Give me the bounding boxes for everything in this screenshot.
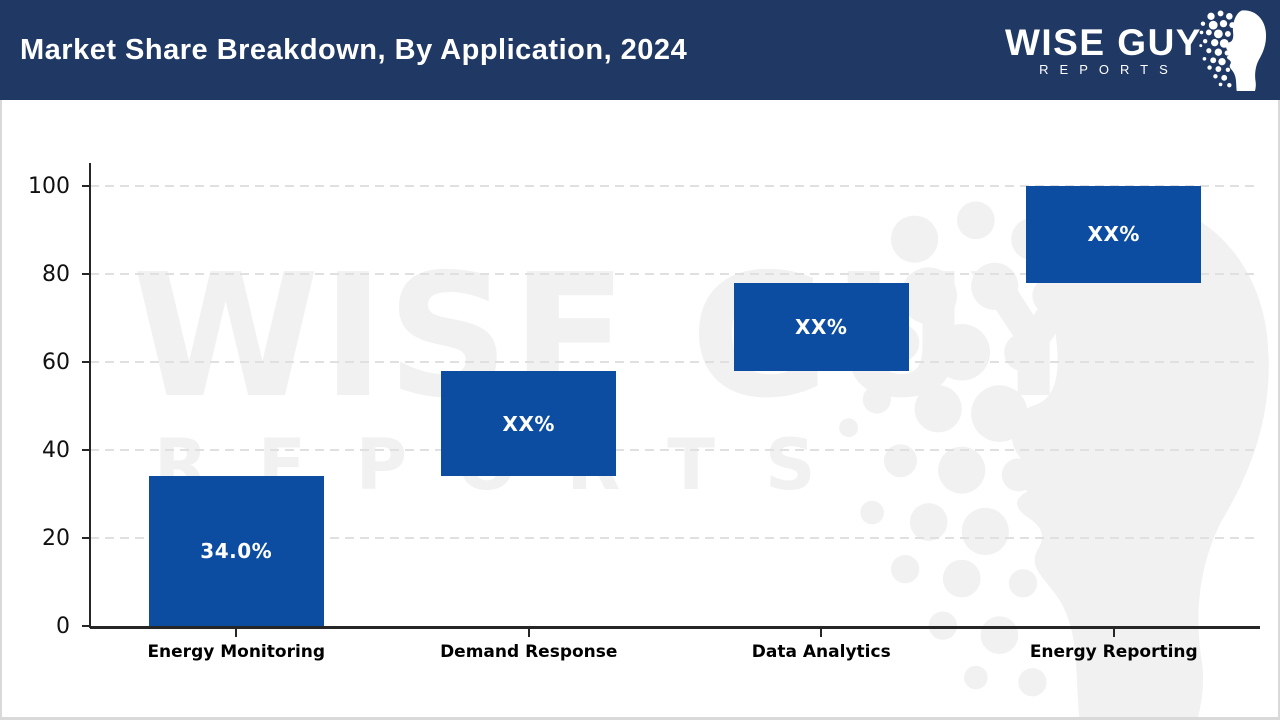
wiseguy-logo: WISE GUY REPORTS <box>1005 9 1270 91</box>
y-tick-80 <box>82 273 90 275</box>
header-bar: Market Share Breakdown, By Application, … <box>0 0 1280 100</box>
bar-energy-monitoring: 34.0% <box>148 476 324 626</box>
y-tick-20 <box>82 537 90 539</box>
y-axis-line <box>89 163 91 628</box>
x-category-label-data-analytics: Data Analytics <box>751 642 891 662</box>
bar-data-analytics: XX% <box>733 282 909 371</box>
bar-value-label-energy-monitoring: 34.0% <box>200 539 273 564</box>
x-category-label-energy-monitoring: Energy Monitoring <box>147 642 326 662</box>
bar-value-label-demand-response: XX% <box>502 411 555 436</box>
bar-value-label-energy-reporting: XX% <box>1087 222 1140 247</box>
y-tick-label-60: 60 <box>42 350 70 375</box>
bar-demand-response: XX% <box>441 370 617 477</box>
x-tick-energy-reporting <box>1112 629 1115 637</box>
y-tick-100 <box>82 185 90 187</box>
wiseguy-head-icon <box>1199 10 1267 91</box>
chart-canvas: WISE GUY REPORTS 02040608010034.0%Energy… <box>0 100 1280 720</box>
y-tick-label-40: 40 <box>42 438 70 463</box>
x-axis-line <box>90 626 1260 629</box>
logo-subtitle: REPORTS <box>1039 61 1179 77</box>
y-tick-40 <box>82 449 90 451</box>
y-tick-label-20: 20 <box>42 526 70 551</box>
y-tick-label-100: 100 <box>28 174 70 199</box>
x-tick-data-analytics <box>820 629 823 637</box>
y-tick-0 <box>82 625 90 627</box>
bar-value-label-data-analytics: XX% <box>795 314 848 339</box>
y-tick-label-0: 0 <box>56 614 70 639</box>
x-category-label-energy-reporting: Energy Reporting <box>1029 642 1198 662</box>
x-category-label-demand-response: Demand Response <box>440 642 618 662</box>
x-tick-energy-monitoring <box>235 629 238 637</box>
y-tick-60 <box>82 361 90 363</box>
gridline-20 <box>90 537 1260 539</box>
waterfall-chart: 0 20 40 60 80 100 34.0% Energy Monitoring XX% Dem… <box>2 100 1278 717</box>
bar-energy-reporting: XX% <box>1026 186 1202 283</box>
gridline-100 <box>90 185 1260 187</box>
page-title: Market Share Breakdown, By Application, … <box>20 33 688 66</box>
gridline-40 <box>90 449 1260 451</box>
y-tick-label-80: 80 <box>42 262 70 287</box>
gridline-60 <box>90 361 1260 363</box>
logo-wordmark: WISE GUY <box>1004 22 1202 64</box>
wiseguy-logo-text: WISE GUY REPORTS <box>1004 22 1202 77</box>
gridline-80 <box>90 273 1260 275</box>
x-tick-demand-response <box>527 629 530 637</box>
